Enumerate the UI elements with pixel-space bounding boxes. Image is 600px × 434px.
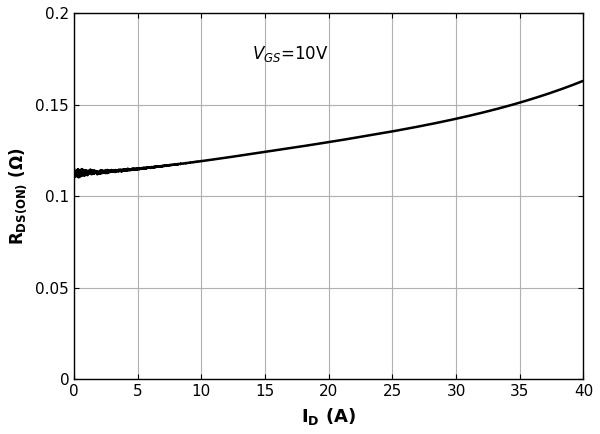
X-axis label: $\mathbf{I_D}$ (A): $\mathbf{I_D}$ (A) xyxy=(301,406,356,427)
Text: $V_{GS}$=10V: $V_{GS}$=10V xyxy=(253,44,329,64)
Y-axis label: $\mathbf{R_{DS(ON)}}$ ($\mathbf{\Omega}$): $\mathbf{R_{DS(ON)}}$ ($\mathbf{\Omega}$… xyxy=(7,148,29,245)
